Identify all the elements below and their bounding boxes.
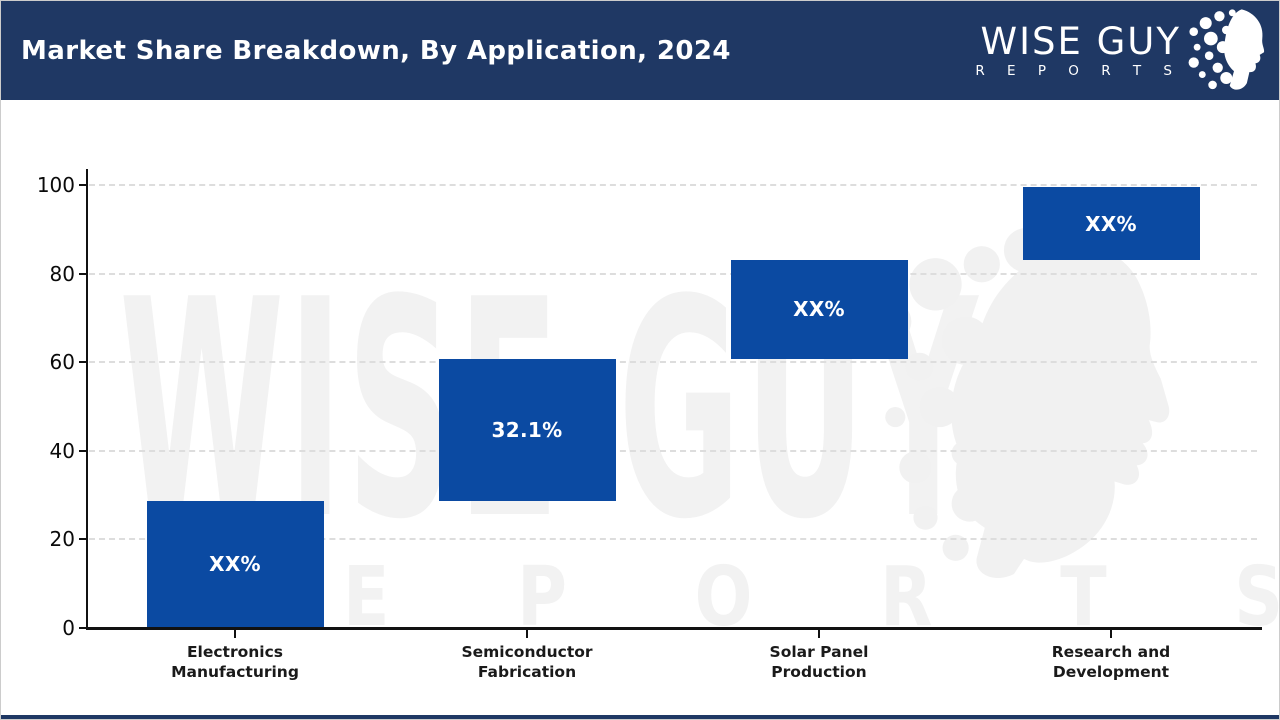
x-tick-label: Research and Development [1051,643,1171,681]
x-tick-label: Electronics Manufacturing [171,643,299,681]
gridline [89,538,1257,541]
y-tick-label: 40 [49,438,75,463]
brand-logo-text: WISE GUY R E P O R T S [975,23,1181,79]
gridline [89,184,1257,186]
gridline [89,449,1257,452]
bar-value-label: XX% [793,297,845,322]
bar: XX% [730,259,908,359]
y-tick-mark [79,272,88,275]
bar: XX% [146,500,324,628]
x-tick-label: Semiconductor Fabrication [461,643,593,681]
footer-bar [1,715,1279,719]
x-tick-mark [818,630,820,638]
header-bar: Market Share Breakdown, By Application, … [1,1,1279,100]
wiseguy-head-icon [1188,8,1265,90]
y-tick-mark [79,538,88,541]
gridline [89,361,1257,364]
plot-area: WISE GUY R E P O R T S 0 20 40 60 80 100 XX% El… [1,100,1280,717]
y-tick-label: 60 [49,350,75,375]
watermark-subtext: R E P O R T S [163,550,1280,646]
x-tick-mark [526,630,528,638]
y-axis-line [86,169,88,630]
brand-subname: R E P O R T S [975,62,1181,79]
gridline [89,272,1257,275]
watermark-head-dots-icon [871,228,1170,578]
x-tick-mark [234,630,236,638]
bar: 32.1% [438,358,616,501]
y-tick-mark [79,184,88,186]
y-tick-mark [79,449,88,452]
y-tick-label: 0 [62,616,75,640]
x-tick-label: Solar Panel Production [769,643,869,681]
bar-value-label: XX% [1085,211,1137,236]
y-tick-mark [79,627,88,629]
y-tick-label: 20 [49,527,75,552]
brand-logo: WISE GUY R E P O R T S [975,6,1279,96]
brand-name: WISE GUY [980,19,1181,63]
y-tick-label: 100 [36,173,75,197]
x-tick-mark [1110,630,1112,638]
y-tick-mark [79,361,88,364]
y-tick-label: 80 [49,261,75,286]
x-axis-line [86,627,1262,630]
page-title: Market Share Breakdown, By Application, … [21,35,731,66]
bar-value-label: XX% [209,552,261,577]
bar: XX% [1022,187,1200,260]
bar-value-label: 32.1% [491,417,563,442]
